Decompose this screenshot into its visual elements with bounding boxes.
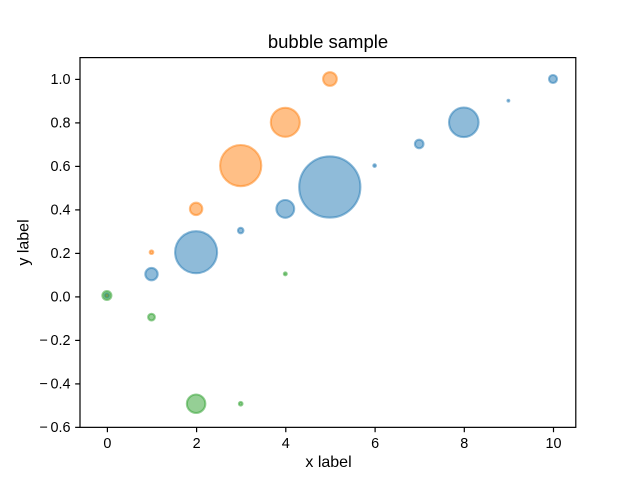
svg-text:8: 8: [460, 436, 468, 452]
svg-text:0.2: 0.2: [50, 246, 70, 262]
svg-text:6: 6: [371, 436, 379, 452]
svg-text:4: 4: [282, 436, 290, 452]
svg-text:x label: x label: [305, 454, 351, 471]
svg-text:−0.6: −0.6: [39, 420, 70, 436]
svg-text:1.0: 1.0: [50, 72, 70, 88]
svg-text:y label: y label: [16, 219, 33, 265]
svg-text:0.6: 0.6: [50, 159, 70, 175]
svg-text:10: 10: [545, 436, 561, 452]
svg-text:0.0: 0.0: [50, 290, 70, 306]
svg-text:bubble sample: bubble sample: [268, 31, 388, 52]
svg-text:2: 2: [193, 436, 201, 452]
svg-text:0: 0: [103, 436, 111, 452]
svg-text:−0.4: −0.4: [39, 377, 70, 393]
svg-text:−0.2: −0.2: [39, 333, 70, 349]
svg-text:0.8: 0.8: [50, 116, 70, 132]
svg-text:0.4: 0.4: [50, 203, 70, 219]
